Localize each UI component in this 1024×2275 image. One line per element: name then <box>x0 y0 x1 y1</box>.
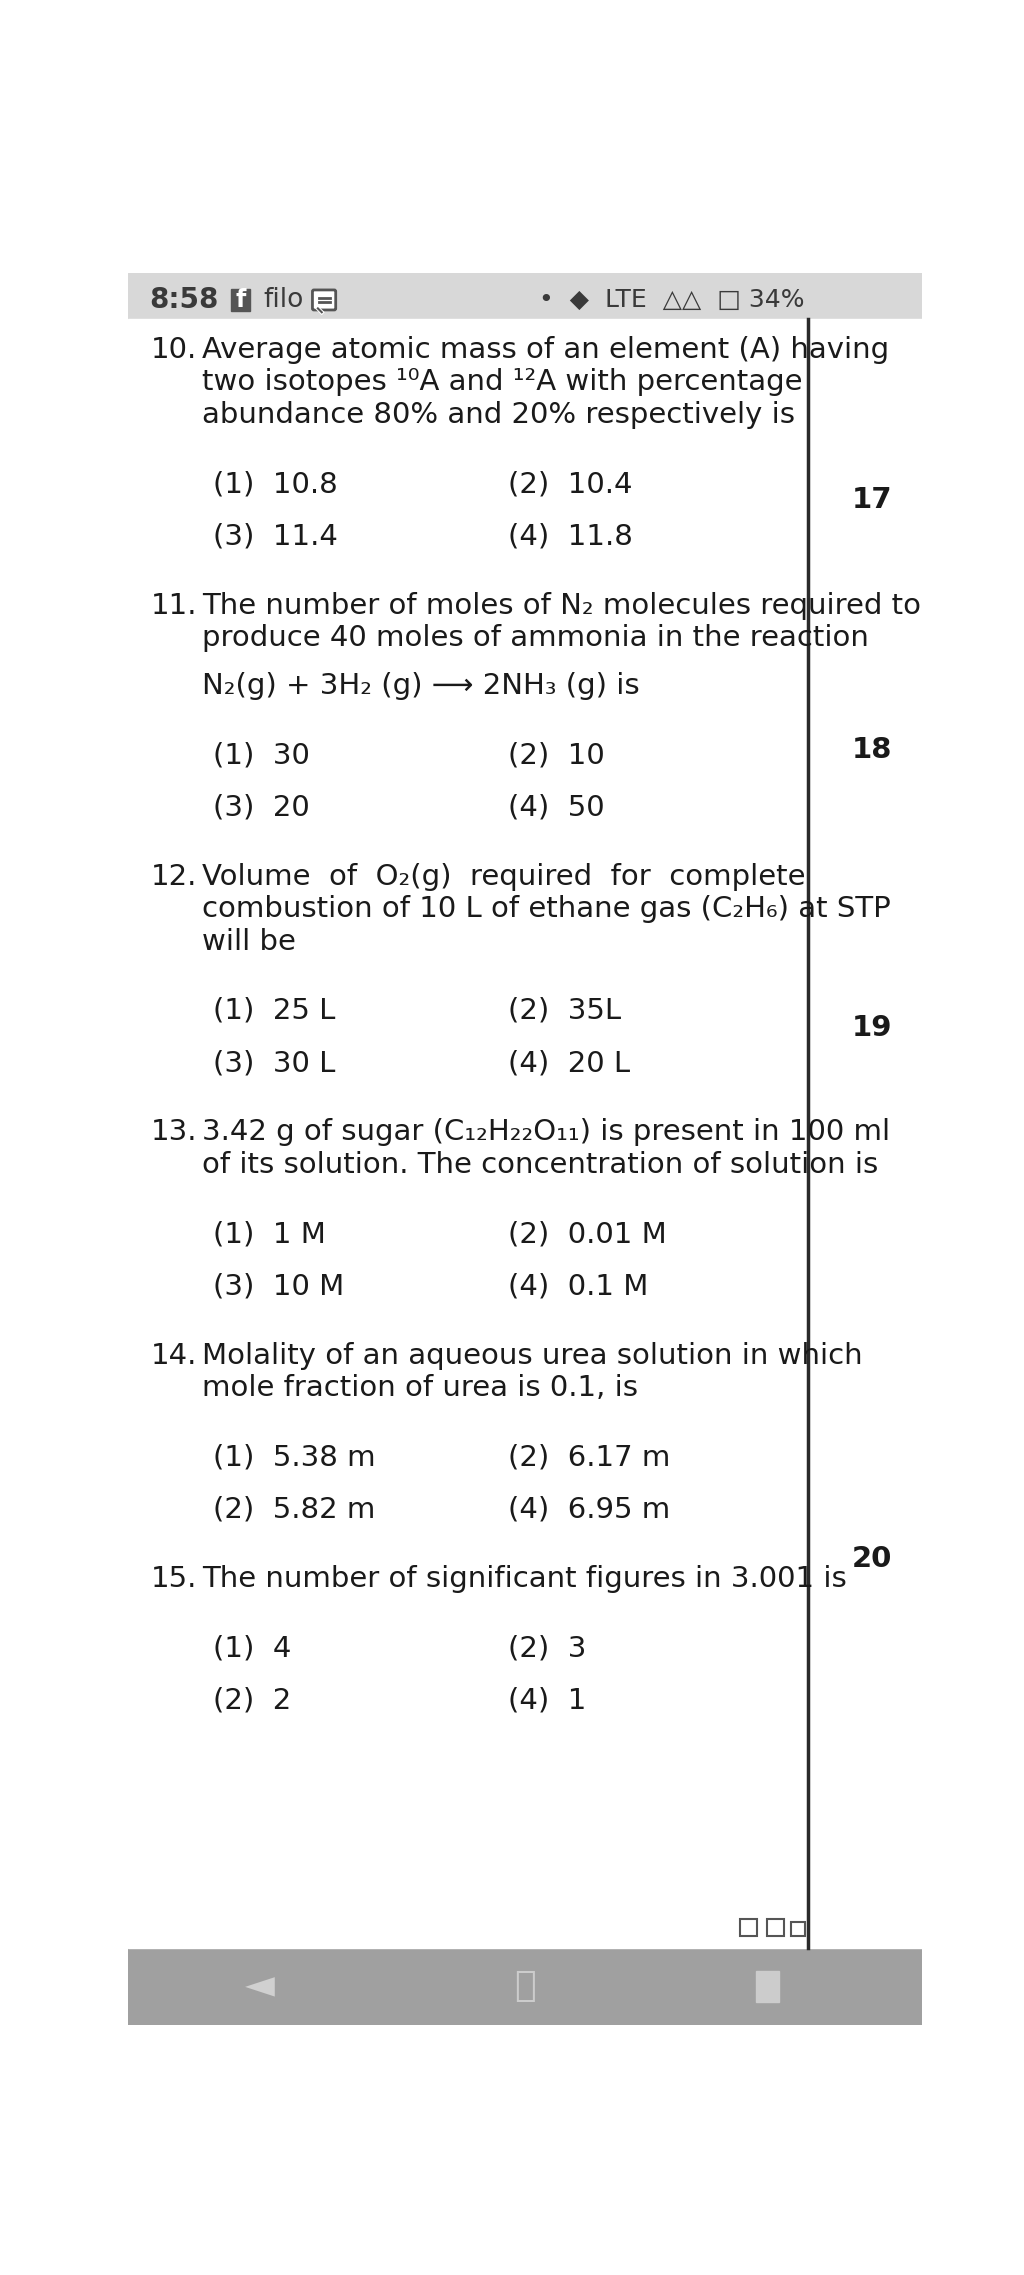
Text: (1)  10.8: (1) 10.8 <box>213 471 338 498</box>
Text: abundance 80% and 20% respectively is: abundance 80% and 20% respectively is <box>202 400 795 428</box>
Text: 17: 17 <box>852 487 892 514</box>
Bar <box>128 273 922 319</box>
Text: two isotopes ¹⁰A and ¹²A with percentage: two isotopes ¹⁰A and ¹²A with percentage <box>202 369 802 396</box>
Text: 15.: 15. <box>152 1565 198 1592</box>
Text: (2)  3: (2) 3 <box>508 1633 586 1663</box>
Text: (4)  0.1 M: (4) 0.1 M <box>508 1272 648 1301</box>
Text: Volume  of  O₂(g)  required  for  complete: Volume of O₂(g) required for complete <box>202 862 805 892</box>
Text: Molality of an aqueous urea solution in which: Molality of an aqueous urea solution in … <box>202 1342 862 1370</box>
Text: ◄: ◄ <box>245 1968 274 2004</box>
Text: 11.: 11. <box>152 592 198 619</box>
Text: 19: 19 <box>852 1015 892 1042</box>
Text: (2)  5.82 m: (2) 5.82 m <box>213 1495 376 1524</box>
Bar <box>791 1922 805 1936</box>
Text: (1)  30: (1) 30 <box>213 742 310 769</box>
Text: of its solution. The concentration of solution is: of its solution. The concentration of so… <box>202 1151 878 1178</box>
Text: The number of significant figures in 3.001 is: The number of significant figures in 3.0… <box>202 1565 847 1592</box>
Bar <box>231 289 250 312</box>
Text: •  ◆  LTE  △△  □ 34%: • ◆ LTE △△ □ 34% <box>539 289 804 312</box>
Text: Average atomic mass of an element (A) having: Average atomic mass of an element (A) ha… <box>202 337 889 364</box>
Text: f: f <box>236 289 246 312</box>
Text: 8:58: 8:58 <box>150 287 219 314</box>
FancyBboxPatch shape <box>312 289 336 309</box>
Text: (4)  50: (4) 50 <box>508 794 604 821</box>
Text: 20: 20 <box>852 1545 892 1572</box>
Text: (4)  6.95 m: (4) 6.95 m <box>508 1495 670 1524</box>
Text: (2)  10: (2) 10 <box>508 742 604 769</box>
Text: 18: 18 <box>852 737 892 764</box>
Text: (2)  10.4: (2) 10.4 <box>508 471 632 498</box>
Text: (3)  10 M: (3) 10 M <box>213 1272 344 1301</box>
Text: (1)  4: (1) 4 <box>213 1633 292 1663</box>
Text: (4)  1: (4) 1 <box>508 1686 586 1715</box>
Text: N₂(g) + 3H₂ (g) ⟶ 2NH₃ (g) is: N₂(g) + 3H₂ (g) ⟶ 2NH₃ (g) is <box>202 671 639 701</box>
Text: 13.: 13. <box>152 1119 198 1147</box>
Text: The number of moles of N₂ molecules required to: The number of moles of N₂ molecules requ… <box>202 592 921 619</box>
Text: (3)  11.4: (3) 11.4 <box>213 523 338 551</box>
Text: combustion of 10 L of ethane gas (C₂H₆) at STP: combustion of 10 L of ethane gas (C₂H₆) … <box>202 894 891 924</box>
Text: filo: filo <box>263 287 304 314</box>
Text: 3.42 g of sugar (C₁₂H₂₂O₁₁) is present in 100 ml: 3.42 g of sugar (C₁₂H₂₂O₁₁) is present i… <box>202 1119 890 1147</box>
Text: 12.: 12. <box>152 862 198 892</box>
Bar <box>128 1947 922 2025</box>
Text: ⬭: ⬭ <box>514 1970 536 2004</box>
Bar <box>756 1970 779 2002</box>
Text: (2)  0.01 M: (2) 0.01 M <box>508 1219 667 1249</box>
Text: (1)  25 L: (1) 25 L <box>213 996 336 1024</box>
Text: (2)  35L: (2) 35L <box>508 996 621 1024</box>
Text: (2)  2: (2) 2 <box>213 1686 292 1715</box>
Text: (1)  5.38 m: (1) 5.38 m <box>213 1442 376 1472</box>
Text: 10.: 10. <box>152 337 198 364</box>
Text: (1)  1 M: (1) 1 M <box>213 1219 326 1249</box>
Text: (4)  20 L: (4) 20 L <box>508 1049 630 1076</box>
Text: (2)  6.17 m: (2) 6.17 m <box>508 1442 670 1472</box>
Text: (4)  11.8: (4) 11.8 <box>508 523 633 551</box>
Bar <box>767 1920 784 1936</box>
Text: produce 40 moles of ammonia in the reaction: produce 40 moles of ammonia in the react… <box>202 623 868 653</box>
Text: 14.: 14. <box>152 1342 198 1370</box>
Text: (3)  20: (3) 20 <box>213 794 310 821</box>
Text: (3)  30 L: (3) 30 L <box>213 1049 336 1076</box>
Text: will be: will be <box>202 928 296 956</box>
Bar <box>740 1920 758 1936</box>
Text: mole fraction of urea is 0.1, is: mole fraction of urea is 0.1, is <box>202 1374 638 1401</box>
